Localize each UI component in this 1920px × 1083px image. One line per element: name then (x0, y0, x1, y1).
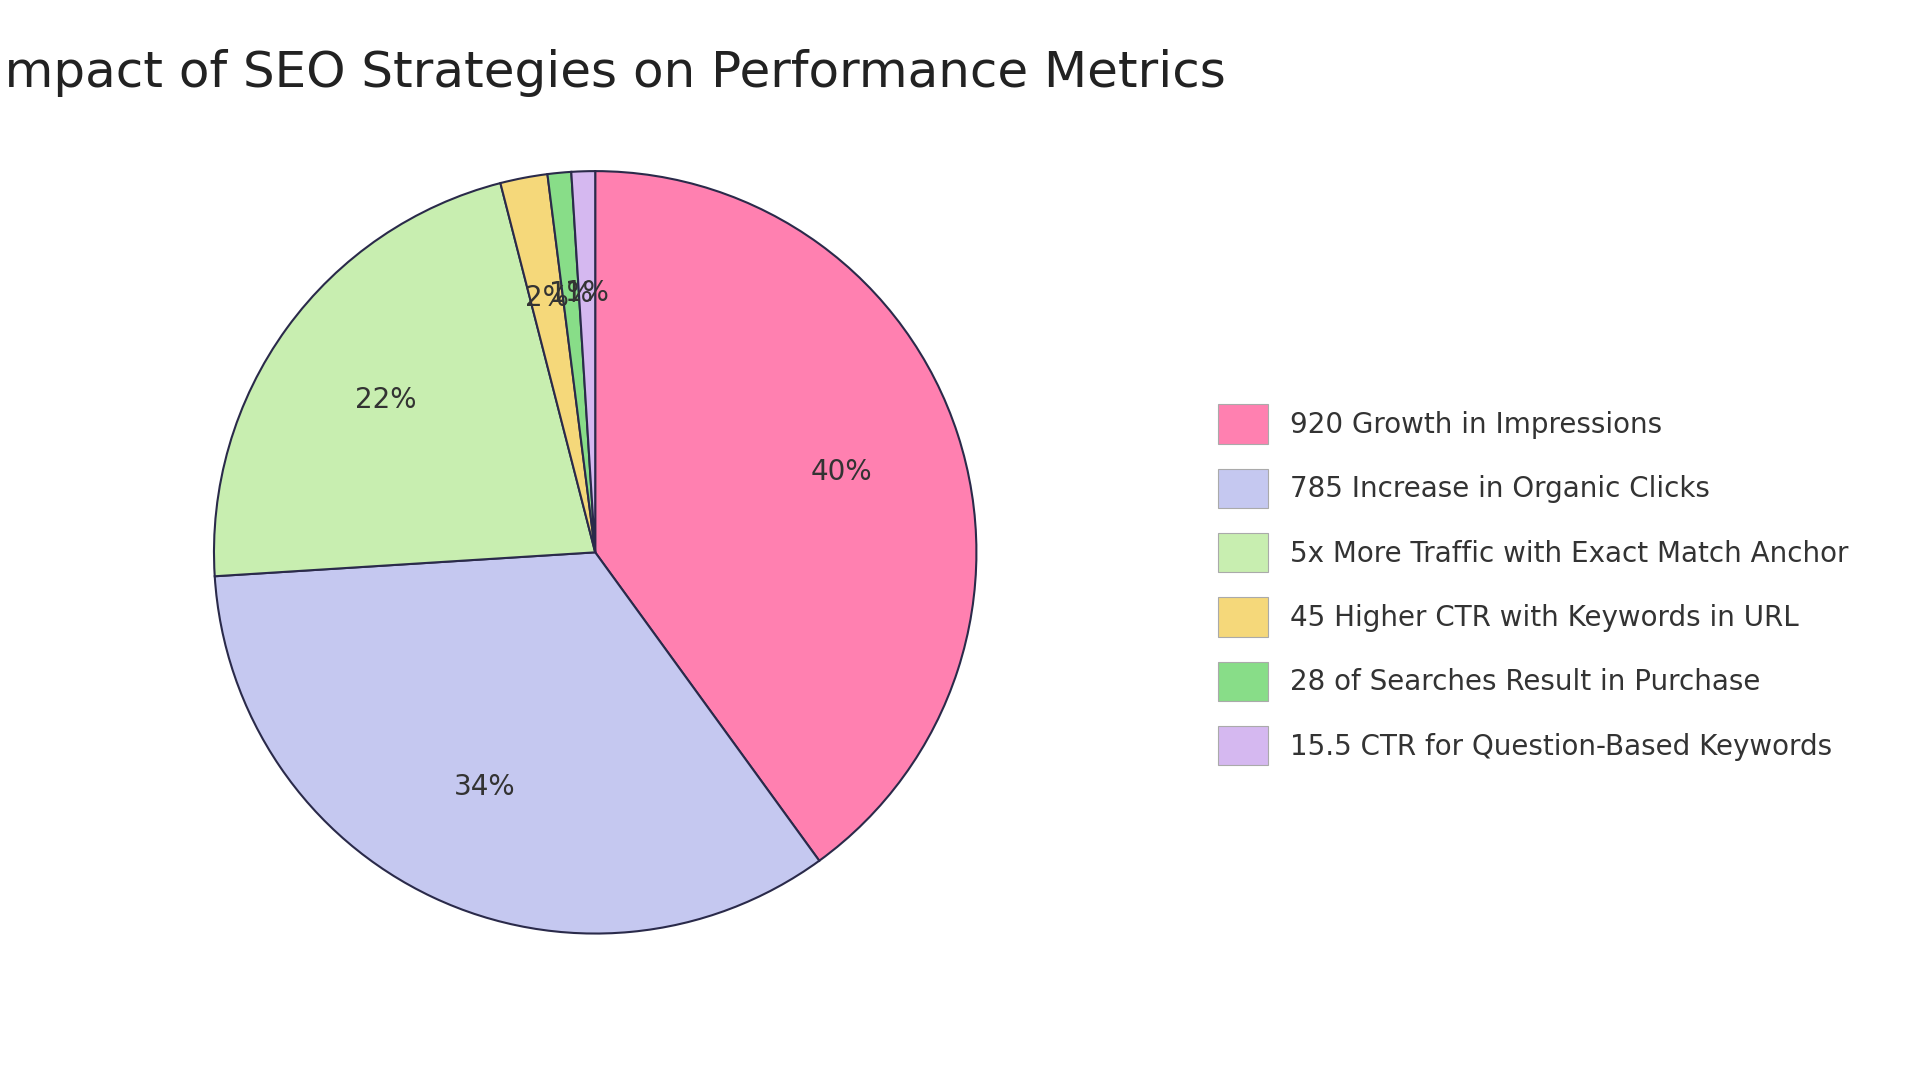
Wedge shape (501, 174, 595, 552)
Wedge shape (572, 171, 595, 552)
Wedge shape (215, 552, 820, 934)
Wedge shape (595, 171, 977, 861)
Text: Impact of SEO Strategies on Performance Metrics: Impact of SEO Strategies on Performance … (0, 49, 1227, 96)
Text: 2%: 2% (524, 284, 568, 312)
Text: 34%: 34% (453, 773, 516, 801)
Text: 1%: 1% (549, 280, 593, 309)
Text: 1%: 1% (564, 279, 609, 308)
Wedge shape (213, 183, 595, 576)
Wedge shape (547, 172, 595, 552)
Legend: 920 Growth in Impressions, 785 Increase in Organic Clicks, 5x More Traffic with : 920 Growth in Impressions, 785 Increase … (1204, 391, 1862, 779)
Text: 22%: 22% (355, 386, 417, 414)
Text: 40%: 40% (810, 458, 872, 486)
